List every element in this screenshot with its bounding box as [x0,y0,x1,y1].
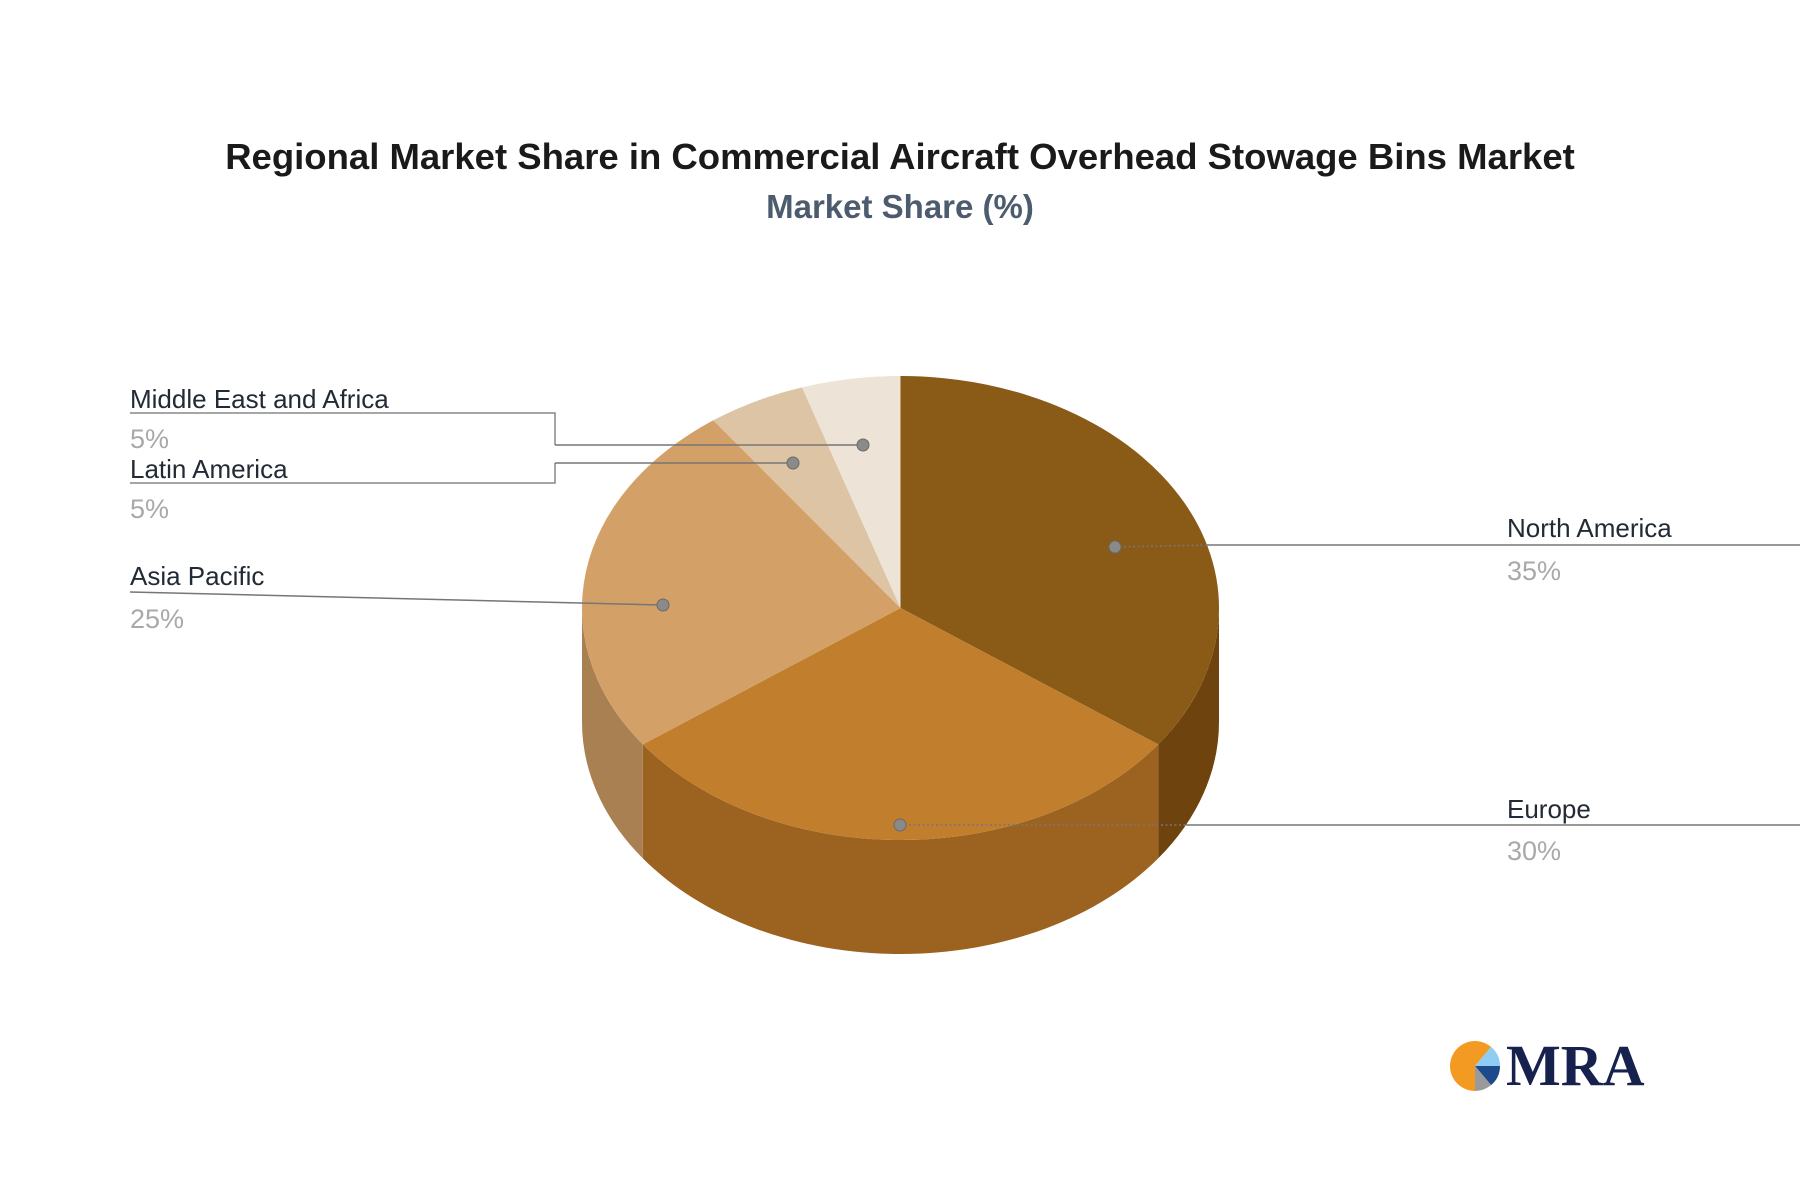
svg-text:MRA: MRA [1506,1033,1645,1098]
